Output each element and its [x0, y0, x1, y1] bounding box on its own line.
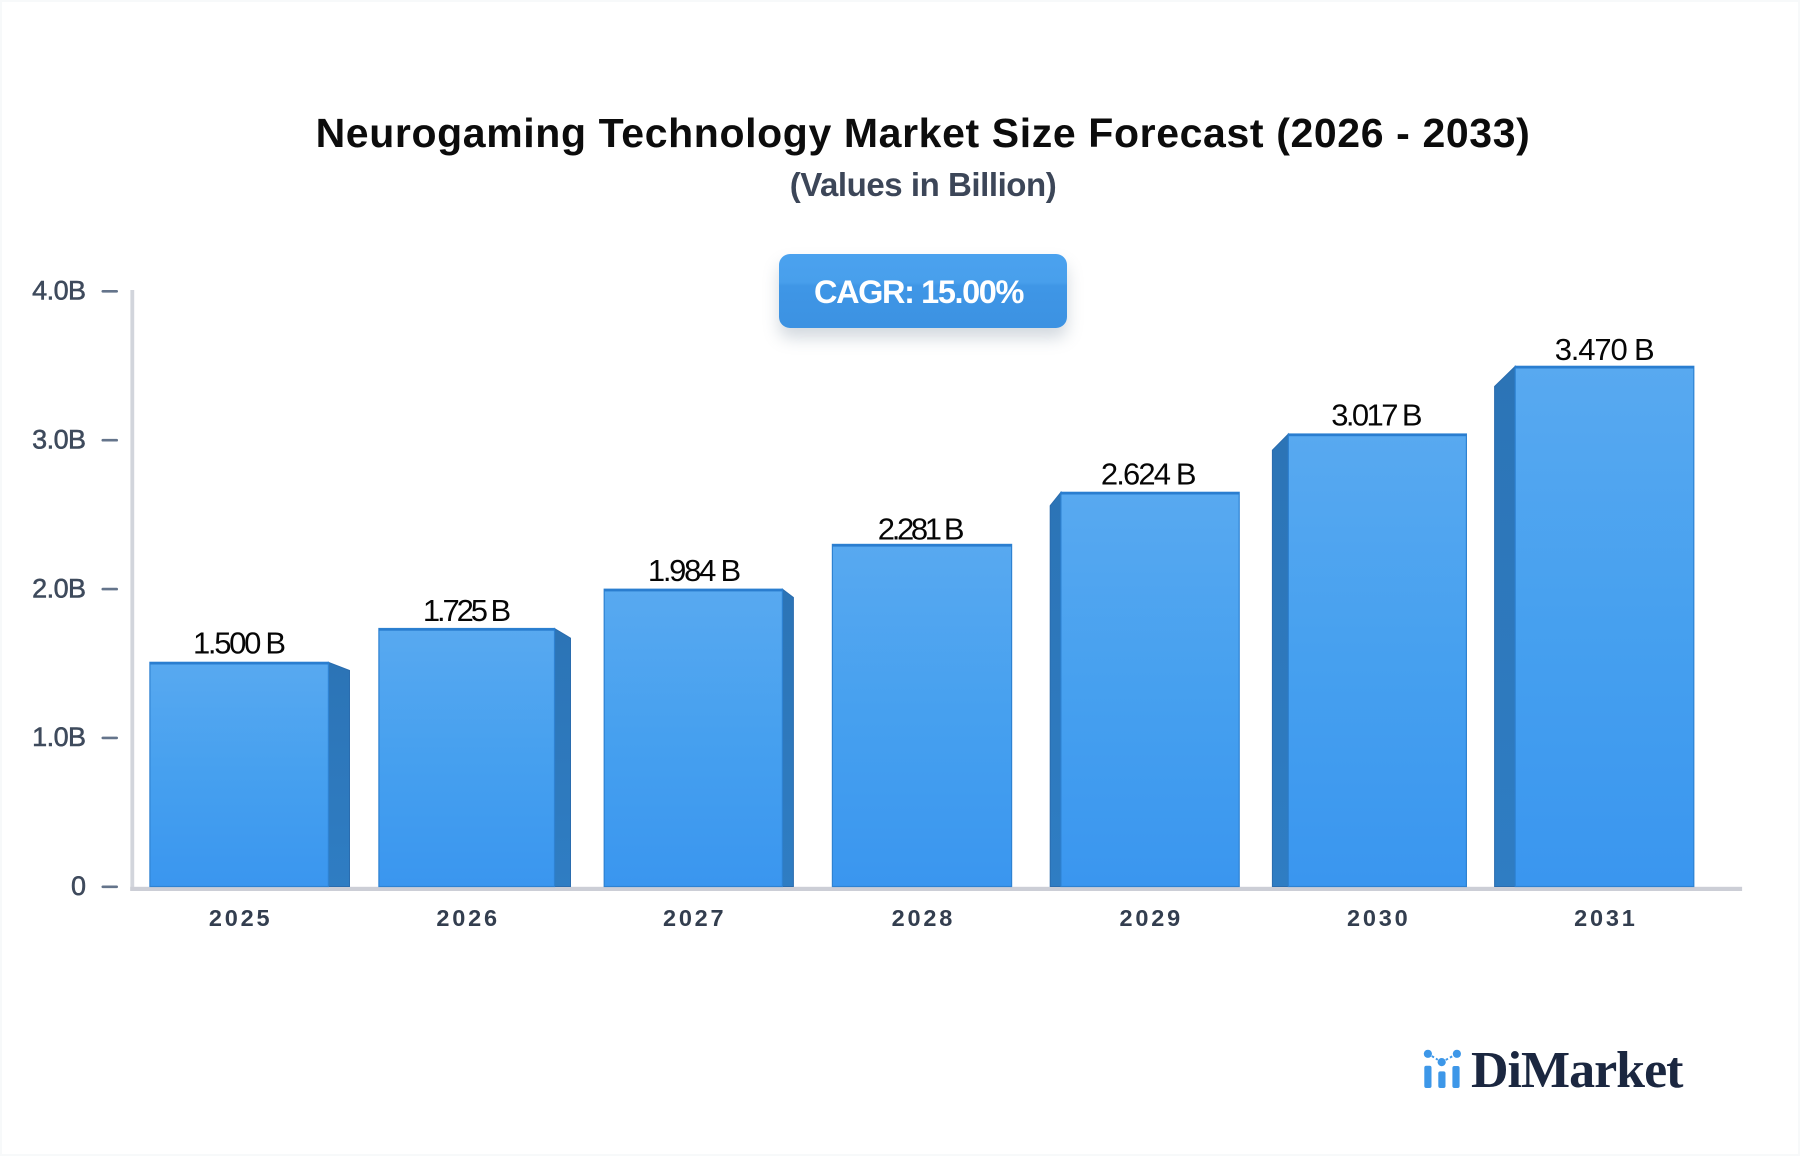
svg-text:2026: 2026 [436, 905, 499, 931]
svg-text:2029: 2029 [1120, 905, 1183, 931]
svg-text:2025: 2025 [209, 905, 272, 931]
svg-text:1.984 B: 1.984 B [648, 553, 741, 588]
svg-text:0: 0 [71, 871, 85, 901]
svg-text:2.624 B: 2.624 B [1101, 456, 1197, 491]
svg-text:1.725 B: 1.725 B [423, 593, 511, 628]
svg-text:2.0B: 2.0B [32, 573, 85, 603]
svg-text:3.017 B: 3.017 B [1331, 398, 1422, 433]
svg-text:2027: 2027 [663, 905, 726, 931]
svg-text:3.470 B: 3.470 B [1555, 332, 1655, 367]
svg-text:2031: 2031 [1574, 905, 1637, 931]
svg-text:1.0B: 1.0B [32, 722, 85, 752]
svg-text:2028: 2028 [892, 905, 955, 931]
svg-text:1.500 B: 1.500 B [193, 626, 286, 661]
svg-text:4.0B: 4.0B [32, 276, 85, 306]
svg-text:2.281 B: 2.281 B [878, 511, 965, 546]
svg-text:3.0B: 3.0B [32, 424, 85, 454]
svg-text:2030: 2030 [1347, 905, 1410, 931]
